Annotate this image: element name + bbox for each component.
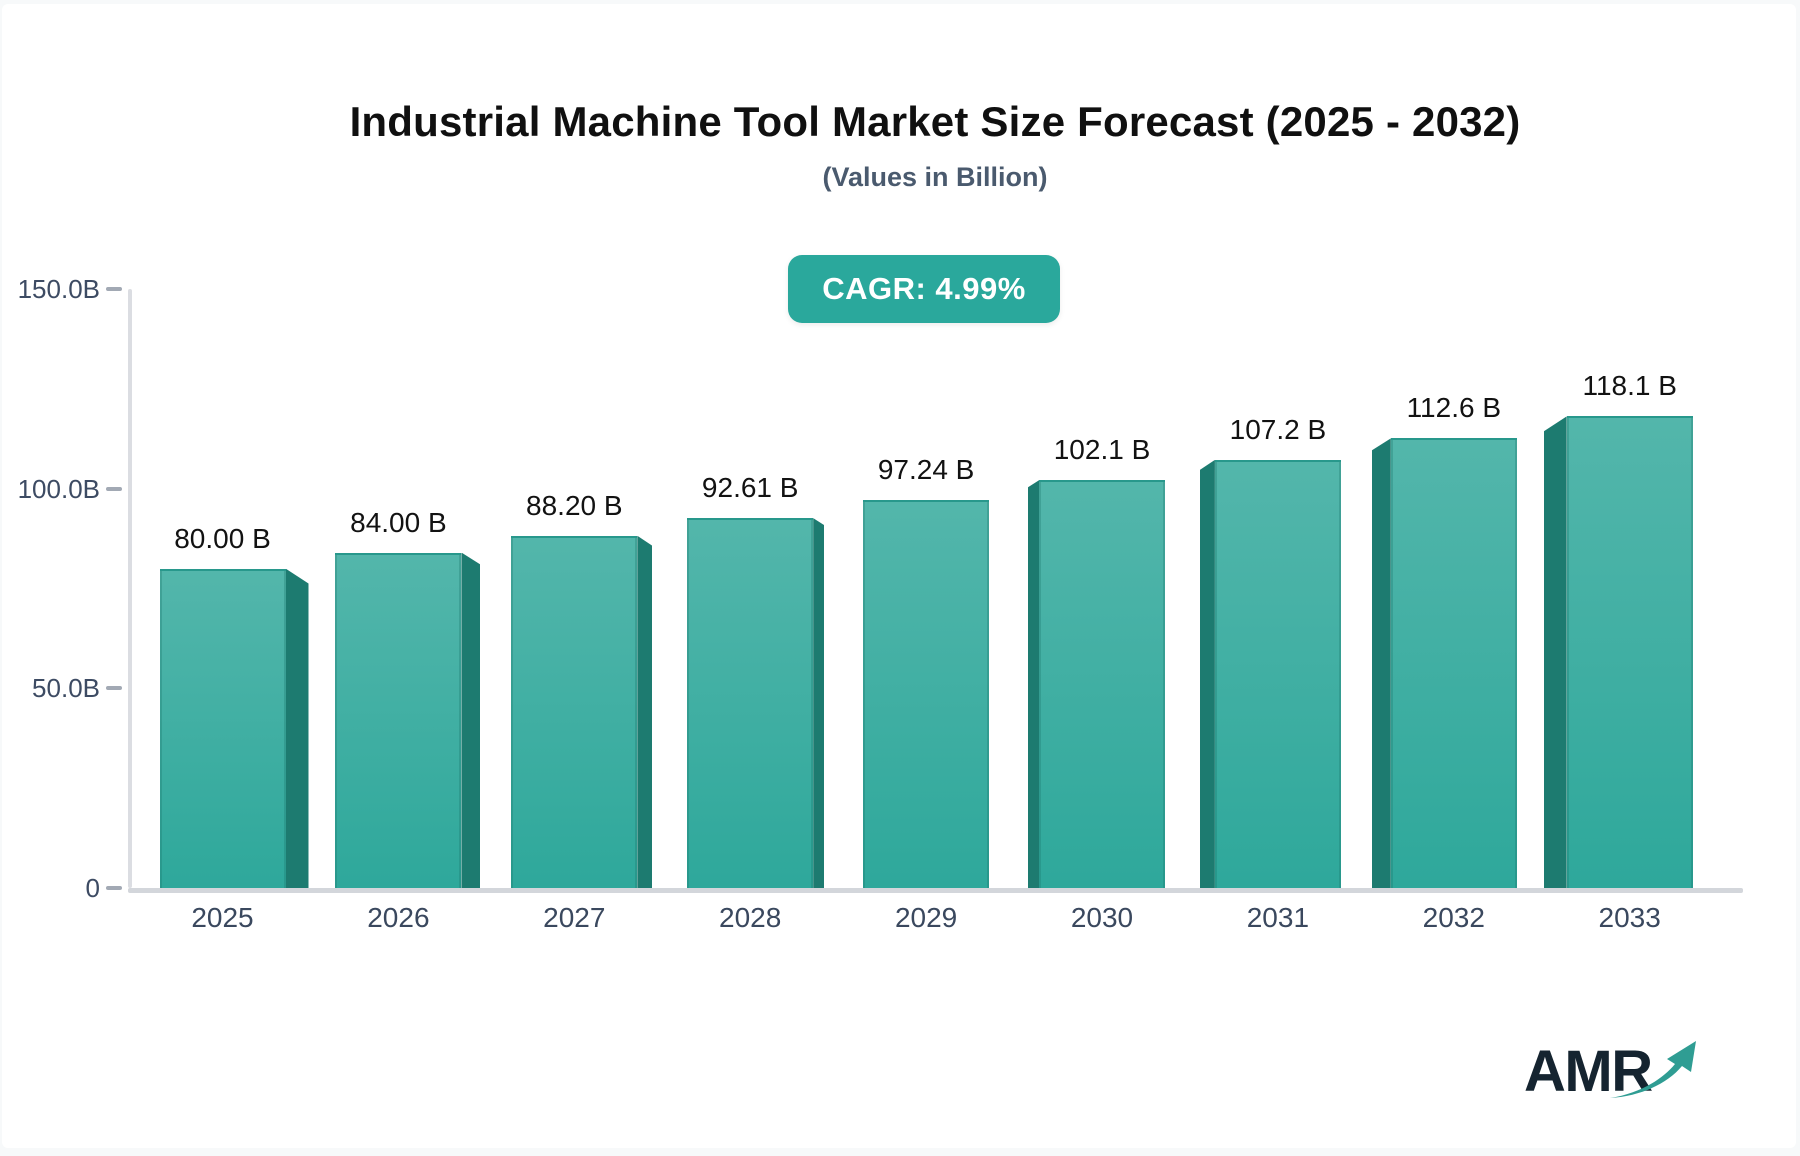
y-axis-line [128,289,132,888]
bar [1390,438,1517,888]
x-axis-category-label: 2029 [894,902,958,933]
bar-value-label: 112.6 B [1406,392,1502,424]
bar [335,552,462,888]
x-axis-category-label: 2033 [1598,902,1661,933]
bar-value-label: 88.20 B [526,489,623,521]
bar-side-face [461,552,481,888]
x-axis-category-label: 2028 [719,902,782,933]
x-axis-category-label: 2032 [1422,902,1485,933]
bar [159,568,286,888]
bar-value-label: 107.2 B [1229,413,1327,445]
bar-value-label: 80.00 B [174,522,271,554]
y-axis-tick-label: 150.0B [17,274,100,304]
bar [687,518,814,888]
bar [1039,480,1165,888]
brand-logo: AMR [1524,1032,1734,1116]
bar-side-face [1199,459,1215,888]
bar-side-face [285,568,309,888]
bar-value-label: 118.1 B [1582,370,1677,402]
x-axis-category-label: 2031 [1246,902,1310,933]
chart-subtitle: (Values in Billion) [822,162,1048,192]
y-axis-tick-dash [106,886,122,890]
x-axis-category-label: 2026 [367,902,430,933]
bar-side-face [1028,480,1039,888]
x-axis-category-label: 2027 [543,902,606,933]
chart-title: Industrial Machine Tool Market Size Fore… [349,98,1521,145]
y-axis-tick-label: 0 [85,873,100,903]
bar-side-face [637,535,653,888]
bar-value-label: 92.61 B [701,472,799,504]
bar [863,499,990,888]
bar-side-face [1543,416,1567,888]
bar-value-label: 102.1 B [1053,434,1151,466]
bar [1566,416,1693,888]
bar-side-face [1371,438,1391,888]
x-axis-category-label: 2025 [191,902,254,933]
y-axis-tick-dash [106,287,122,291]
y-axis-tick-label: 100.0B [17,473,100,504]
bar-value-label: 84.00 B [350,506,447,538]
bar-value-label: 97.24 B [877,453,975,485]
x-axis-line [128,888,1743,893]
cagr-badge: CAGR: 4.99% [788,255,1060,323]
bar [511,535,638,888]
bar-side-face [813,518,825,888]
x-axis-category-label: 2030 [1070,902,1134,933]
growth-arrow-icon [1610,1041,1696,1098]
y-axis-tick-dash [106,486,122,491]
y-axis-tick-label: 50.0B [32,673,100,704]
bar [1214,459,1341,888]
y-axis-tick-dash [106,686,122,691]
